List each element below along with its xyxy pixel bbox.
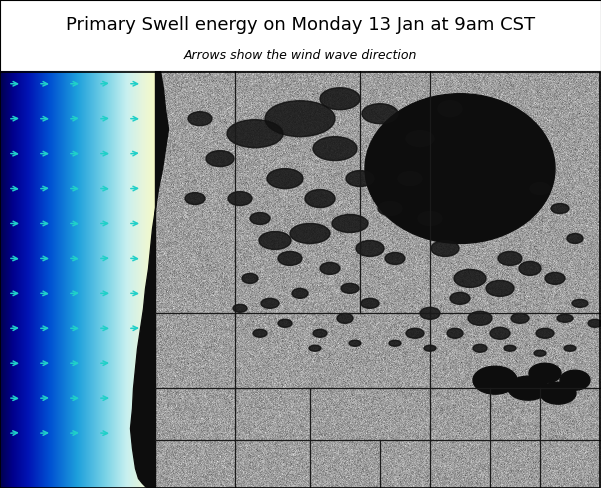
Ellipse shape [567,233,583,244]
Ellipse shape [551,203,569,214]
Ellipse shape [290,224,330,244]
Ellipse shape [529,363,561,383]
Ellipse shape [454,269,486,287]
Ellipse shape [447,328,463,338]
Ellipse shape [498,251,522,265]
Ellipse shape [450,292,470,305]
Ellipse shape [259,231,291,249]
Ellipse shape [365,94,555,244]
Ellipse shape [362,103,398,123]
Ellipse shape [305,189,335,207]
Ellipse shape [278,251,302,265]
Ellipse shape [424,346,436,351]
Ellipse shape [313,137,357,161]
Ellipse shape [341,284,359,293]
Ellipse shape [228,191,252,205]
Ellipse shape [504,346,516,351]
Text: Arrows show the wind wave direction: Arrows show the wind wave direction [184,49,417,61]
Ellipse shape [557,314,573,322]
Ellipse shape [278,319,292,327]
Ellipse shape [349,340,361,346]
Ellipse shape [564,346,576,351]
Ellipse shape [534,350,546,356]
Ellipse shape [320,88,360,110]
Ellipse shape [511,313,529,324]
Ellipse shape [346,171,374,186]
Ellipse shape [540,382,576,404]
Ellipse shape [508,376,548,400]
Ellipse shape [536,328,554,338]
Ellipse shape [265,101,335,137]
Ellipse shape [267,168,303,188]
Ellipse shape [188,112,212,126]
Ellipse shape [473,366,517,394]
Ellipse shape [206,151,234,166]
Ellipse shape [473,344,487,352]
Ellipse shape [560,370,590,390]
Ellipse shape [337,313,353,324]
Ellipse shape [406,131,434,146]
Ellipse shape [385,252,405,264]
Text: Primary Swell energy on Monday 13 Jan at 9am CST: Primary Swell energy on Monday 13 Jan at… [66,16,535,34]
Ellipse shape [185,193,205,204]
Ellipse shape [431,241,459,256]
Ellipse shape [361,298,379,308]
Ellipse shape [588,319,601,327]
Ellipse shape [418,211,442,225]
Ellipse shape [253,329,267,337]
Ellipse shape [389,340,401,346]
Ellipse shape [292,288,308,298]
Ellipse shape [545,272,565,285]
Ellipse shape [233,305,247,312]
Ellipse shape [261,298,279,308]
Ellipse shape [250,212,270,224]
Ellipse shape [438,101,462,117]
Ellipse shape [420,307,440,319]
Ellipse shape [519,262,541,275]
Ellipse shape [309,346,321,351]
Ellipse shape [378,202,402,216]
Ellipse shape [332,215,368,232]
Ellipse shape [313,329,327,337]
Ellipse shape [320,263,340,274]
Ellipse shape [468,311,492,325]
Ellipse shape [227,120,283,147]
Ellipse shape [398,172,422,185]
Ellipse shape [530,183,550,195]
Ellipse shape [490,327,510,339]
Ellipse shape [486,281,514,296]
Ellipse shape [406,328,424,338]
Ellipse shape [242,273,258,284]
Ellipse shape [572,299,588,307]
Ellipse shape [356,241,384,256]
